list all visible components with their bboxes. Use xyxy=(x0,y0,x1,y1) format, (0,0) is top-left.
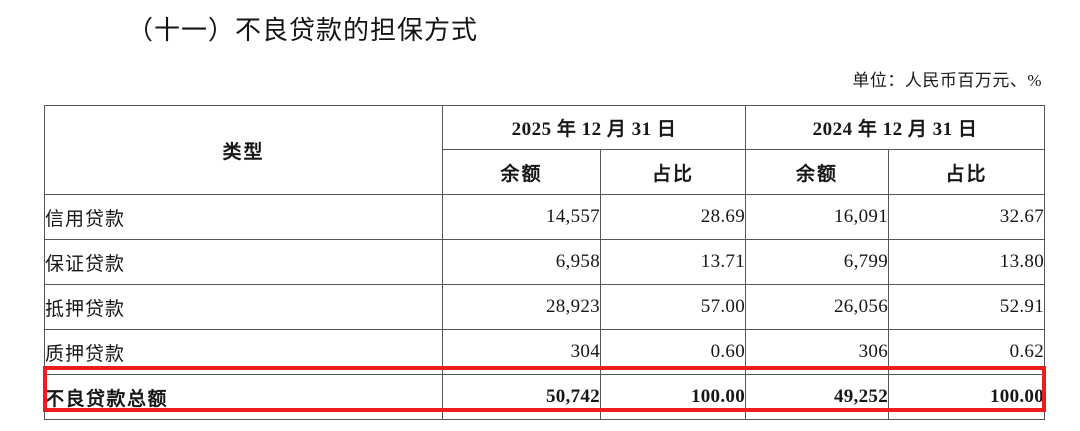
row-label-npl-total: 不良贷款总额 xyxy=(44,374,443,420)
unit-note: 单位：人民币百万元、% xyxy=(852,71,1042,90)
header-balance-2025: 余额 xyxy=(442,149,601,195)
row-label-credit-loans: 信用贷款 xyxy=(44,194,443,240)
cell-total-balance-2024: 49,252 xyxy=(745,374,890,420)
cell-balance-2025: 28,923 xyxy=(442,284,601,330)
header-period-2025: 2025 年 12 月 31 日 xyxy=(441,105,747,150)
row-label-guaranteed-loans: 保证贷款 xyxy=(44,239,443,285)
cell-pct-2024: 0.62 xyxy=(888,329,1046,375)
table-row: 抵押贷款 28,923 57.00 26,056 52.91 xyxy=(44,284,1046,330)
cell-balance-2024: 16,091 xyxy=(745,194,890,240)
cell-pct-2025: 13.71 xyxy=(599,239,747,285)
row-label-mortgage-loans: 抵押贷款 xyxy=(44,284,443,330)
cell-balance-2024: 6,799 xyxy=(745,239,890,285)
cell-balance-2024: 306 xyxy=(745,329,890,375)
header-pct-2025: 占比 xyxy=(599,149,747,195)
cell-pct-2024: 32.67 xyxy=(888,194,1046,240)
table-row: 质押贷款 304 0.60 306 0.62 xyxy=(44,329,1046,375)
header-row-subcolumns: 余额 占比 余额 占比 xyxy=(45,149,1046,195)
header-period-2024: 2024 年 12 月 31 日 xyxy=(745,105,1046,150)
cell-pct-2024: 13.80 xyxy=(888,239,1046,285)
header-row-periods: 类型 2025 年 12 月 31 日 2024 年 12 月 31 日 xyxy=(44,105,1046,195)
loan-guarantee-table-wrapper: 类型 2025 年 12 月 31 日 2024 年 12 月 31 日 余额 … xyxy=(44,105,1046,420)
cell-balance-2025: 304 xyxy=(442,329,601,375)
loan-guarantee-table: 类型 2025 年 12 月 31 日 2024 年 12 月 31 日 余额 … xyxy=(44,105,1046,420)
table-row: 保证贷款 6,958 13.71 6,799 13.80 xyxy=(44,239,1046,285)
cell-pct-2025: 57.00 xyxy=(599,284,747,330)
cell-pct-2025: 28.69 xyxy=(599,194,747,240)
cell-pct-2024: 52.91 xyxy=(888,284,1046,330)
table-body: 信用贷款 14,557 28.69 16,091 32.67 保证贷款 6,95… xyxy=(44,194,1046,420)
table-row-total: 不良贷款总额 50,742 100.00 49,252 100.00 xyxy=(44,374,1046,420)
table-row: 信用贷款 14,557 28.69 16,091 32.67 xyxy=(44,194,1046,240)
cell-balance-2025: 14,557 xyxy=(442,194,601,240)
cell-balance-2025: 6,958 xyxy=(442,239,601,285)
table-header: 类型 2025 年 12 月 31 日 2024 年 12 月 31 日 余额 … xyxy=(44,105,1046,195)
cell-total-balance-2025: 50,742 xyxy=(442,374,601,420)
header-type: 类型 xyxy=(44,105,443,195)
cell-balance-2024: 26,056 xyxy=(745,284,890,330)
header-balance-2024: 余额 xyxy=(745,149,890,195)
cell-pct-2025: 0.60 xyxy=(599,329,747,375)
cell-total-pct-2025: 100.00 xyxy=(599,374,747,420)
header-pct-2024: 占比 xyxy=(888,149,1046,195)
page-title: （十一）不良贷款的担保方式 xyxy=(127,16,479,45)
row-label-pledged-loans: 质押贷款 xyxy=(44,329,443,375)
cell-total-pct-2024: 100.00 xyxy=(888,374,1046,420)
